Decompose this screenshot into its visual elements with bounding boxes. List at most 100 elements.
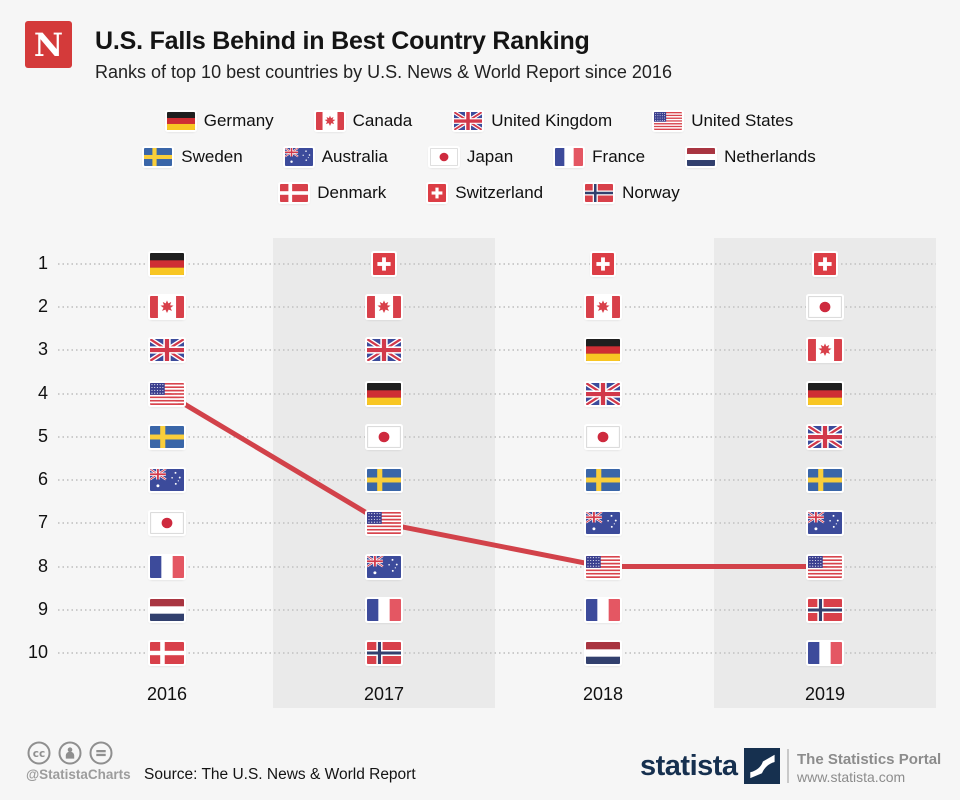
flag-united-states-icon <box>808 555 842 578</box>
cell-2017-rank-4 <box>367 382 401 405</box>
cell-2018-rank-3 <box>586 339 620 362</box>
year-label-2019: 2019 <box>804 684 846 704</box>
cell-2019-rank-9 <box>808 598 842 621</box>
cell-2017-rank-2 <box>367 296 401 319</box>
flag-switzerland-icon <box>814 253 836 275</box>
year-label-2016: 2016 <box>146 684 188 704</box>
legend-row: Sweden Australia Japan France Netherlands <box>0 139 960 175</box>
flag-switzerland-icon <box>428 184 447 202</box>
legend-item-switzerland: Switzerland <box>428 183 543 203</box>
statista-logo-icon <box>744 748 780 789</box>
cell-2017-rank-7 <box>367 512 401 535</box>
legend-item-netherlands: Netherlands <box>687 147 816 167</box>
statista-charts-handle: @StatistaCharts <box>26 767 131 782</box>
flag-norway-icon <box>808 598 842 621</box>
newsweek-logo-letter: N <box>33 25 64 64</box>
flag-united-states-icon <box>150 382 184 405</box>
rank-label-9: 9 <box>37 598 48 619</box>
cell-2016-rank-8 <box>150 555 184 578</box>
legend-label: Australia <box>321 147 388 166</box>
equals-icon <box>89 741 113 765</box>
cell-2019-rank-5 <box>808 425 842 448</box>
flag-japan-icon <box>808 296 842 319</box>
year-label-2018: 2018 <box>582 684 624 704</box>
cell-2016-rank-10 <box>150 642 184 664</box>
cell-2018-rank-5 <box>586 425 620 448</box>
legend-label: United States <box>691 111 794 130</box>
flag-canada-icon <box>586 296 620 319</box>
legend-label: United Kingdom <box>491 111 613 130</box>
flag-germany-icon <box>367 382 401 405</box>
cell-2019-rank-6 <box>808 469 842 492</box>
flag-germany-icon <box>150 253 184 275</box>
cell-2017-rank-6 <box>367 469 401 492</box>
legend-item-norway: Norway <box>585 183 680 203</box>
cell-2017-rank-3 <box>367 339 401 362</box>
flag-france-icon <box>555 148 584 166</box>
legend-row: Germany Canada United Kingdom United States <box>0 103 960 139</box>
legend-item-australia: Australia <box>284 147 388 167</box>
flag-australia-icon <box>586 512 620 535</box>
flag-france-icon <box>150 555 184 578</box>
cell-2017-rank-9 <box>367 598 401 621</box>
gridline-rank-4 <box>58 392 936 395</box>
cc-icon: cc <box>27 741 51 765</box>
flag-netherlands-icon <box>150 598 184 621</box>
gridline-rank-7 <box>58 522 936 525</box>
flag-france-icon <box>586 598 620 621</box>
flag-denmark-icon <box>280 184 309 202</box>
gridline-rank-9 <box>58 608 936 611</box>
legend-item-france: France <box>555 147 645 167</box>
rank-label-8: 8 <box>37 555 48 576</box>
flag-united-kingdom-icon <box>150 339 184 362</box>
gridline-rank-6 <box>58 479 936 482</box>
cell-2018-rank-4 <box>586 382 620 405</box>
rank-label-3: 3 <box>37 339 48 360</box>
rank-label-2: 2 <box>37 296 48 317</box>
statista-wordmark: statista <box>640 750 738 782</box>
gridline-rank-1 <box>58 263 936 265</box>
rank-label-5: 5 <box>37 425 48 446</box>
flag-australia-icon <box>150 469 184 492</box>
rank-label-4: 4 <box>37 382 48 403</box>
legend-item-sweden: Sweden <box>144 147 243 167</box>
flag-japan-icon <box>586 425 620 448</box>
legend-item-canada: Canada <box>315 111 413 131</box>
legend-item-united-kingdom: United Kingdom <box>454 111 612 131</box>
flag-united-kingdom-icon <box>808 425 842 448</box>
rank-label-7: 7 <box>37 512 48 533</box>
cell-2018-rank-10 <box>586 642 620 664</box>
legend-item-denmark: Denmark <box>280 183 386 203</box>
cell-2017-rank-5 <box>367 425 401 448</box>
cell-2017-rank-8 <box>367 555 401 578</box>
flag-switzerland-icon <box>592 253 614 275</box>
legend-label: Canada <box>352 111 413 130</box>
flag-united-states-icon <box>586 555 620 578</box>
legend-label: Netherlands <box>724 147 816 166</box>
flag-france-icon <box>808 642 842 664</box>
flag-denmark-icon <box>150 642 184 664</box>
cell-2017-rank-10 <box>367 642 401 664</box>
flag-sweden-icon <box>586 469 620 492</box>
cell-2018-rank-7 <box>586 512 620 535</box>
legend-label: Denmark <box>317 183 387 202</box>
cell-2019-rank-8 <box>808 555 842 578</box>
legend-label: Switzerland <box>455 183 544 202</box>
flag-sweden-icon <box>144 148 173 166</box>
flag-germany-icon <box>808 382 842 405</box>
flag-netherlands-icon <box>586 642 620 664</box>
legend: Germany Canada United Kingdom United States… <box>0 103 960 211</box>
cell-2016-rank-5 <box>150 425 184 448</box>
legend-label: France <box>592 147 646 166</box>
flag-united-kingdom-icon <box>367 339 401 362</box>
flag-canada-icon <box>315 112 344 130</box>
flag-united-states-icon <box>654 112 683 130</box>
flag-norway-icon <box>367 642 401 664</box>
gridline-rank-5 <box>58 435 936 438</box>
flag-sweden-icon <box>367 469 401 492</box>
flag-canada-icon <box>367 296 401 319</box>
newsweek-logo: N <box>25 21 72 68</box>
